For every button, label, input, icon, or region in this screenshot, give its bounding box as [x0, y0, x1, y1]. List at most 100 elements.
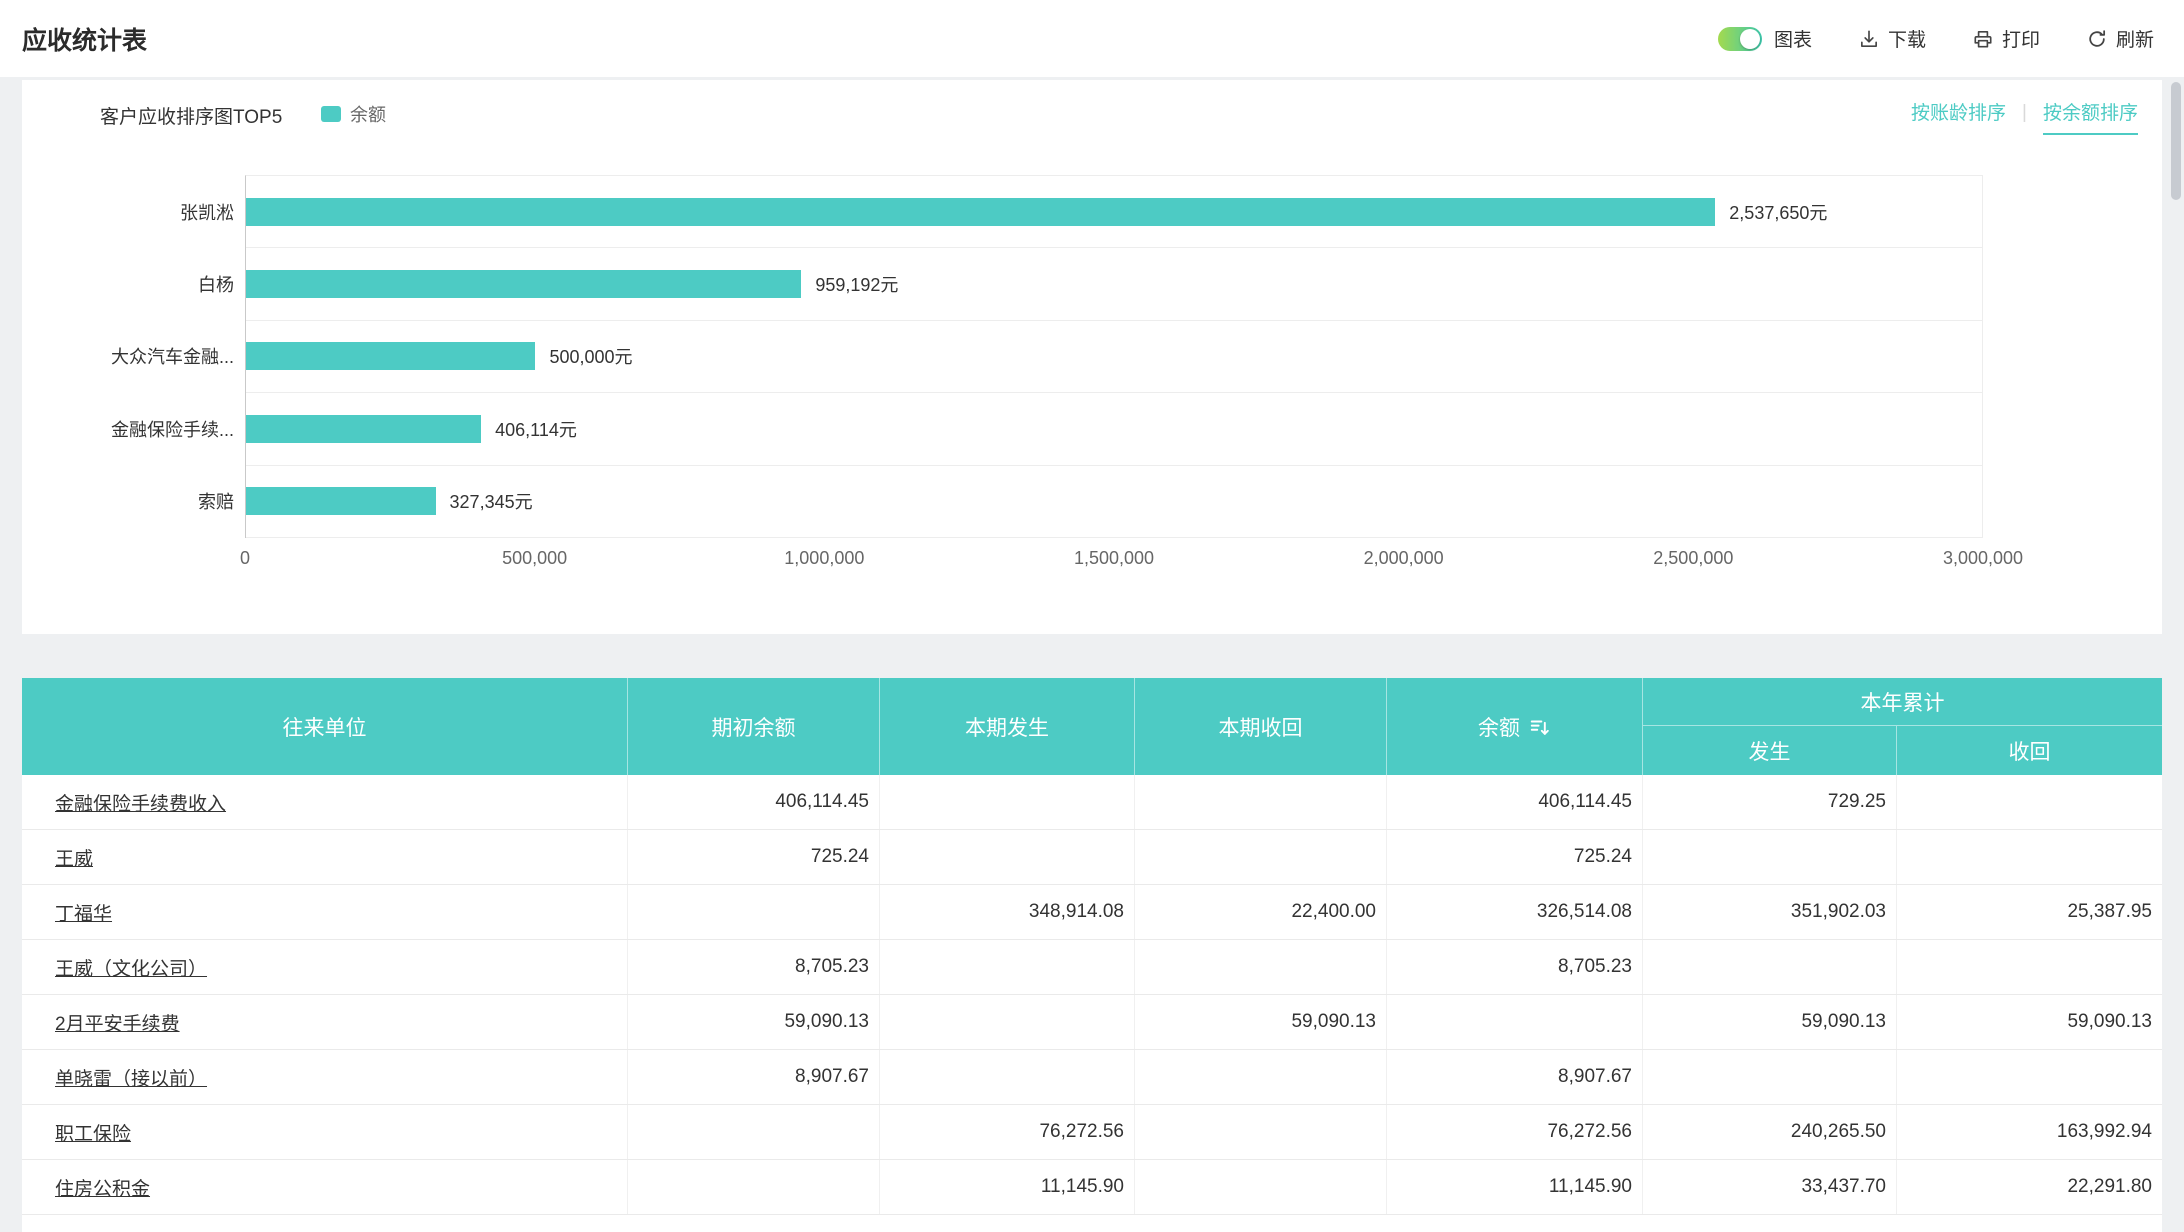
col-header-ytd: 本年累计 [1643, 678, 2162, 726]
col-header-counterparty: 往来单位 [22, 678, 628, 775]
col-header-balance[interactable]: 余额 [1387, 678, 1643, 775]
chart-legend[interactable]: 余额 [321, 101, 386, 127]
counterparty-cell: 王威 [22, 830, 628, 884]
cell-occurred [880, 1050, 1135, 1104]
toggle-knob [1739, 28, 1760, 49]
cell-balance [1387, 995, 1643, 1049]
counterparty-cell: 王威（文化公司） [22, 940, 628, 994]
counterparty-link[interactable]: 2月平安手续费 [55, 1013, 180, 1035]
chart-bar-value: 500,000元 [549, 347, 633, 368]
chart-bar[interactable] [246, 414, 482, 443]
sort-descending-icon[interactable] [1529, 716, 1551, 738]
cell-recovered [1135, 940, 1387, 994]
chart-category-label: 金融保险手续... [110, 419, 234, 440]
cell-ytd_recovered: 22,291.80 [2067, 1176, 2152, 1197]
table-row: 单晓雷（接以前） 8,907.67 8,907.67 [22, 1050, 2162, 1105]
cell-ytd_recovered [1897, 775, 2162, 829]
refresh-button[interactable]: 刷新 [2086, 25, 2154, 52]
chart-x-tick: 500,000 [502, 548, 568, 568]
download-button[interactable]: 下载 [1858, 25, 1926, 52]
cell-occurred [880, 995, 1135, 1049]
chart-bar[interactable] [246, 487, 436, 516]
printer-icon [1974, 30, 1992, 48]
print-button[interactable]: 打印 [1972, 25, 2040, 52]
table-header: 往来单位 期初余额 本期发生 本期收回 余额 本年累计 发生 收回 [22, 678, 2162, 775]
cell-ytd_occurred: 351,902.03 [1643, 885, 1897, 939]
chart-toggle-group[interactable]: 图表 [1717, 25, 1812, 52]
cell-occurred: 76,272.56 [880, 1105, 1135, 1159]
chart-bar[interactable] [246, 270, 802, 299]
chart-row: 张凯淞 2,537,650元 [180, 176, 1983, 249]
cell-opening: 725.24 [628, 830, 880, 884]
cell-balance: 11,145.90 [1387, 1160, 1643, 1214]
col-header-occurred: 本期发生 [880, 678, 1135, 775]
cell-occurred [880, 830, 1135, 884]
chart-category-label: 索赔 [198, 492, 234, 513]
chart-bar[interactable] [246, 342, 536, 371]
counterparty-cell: 职工保险 [22, 1105, 628, 1159]
chart-x-tick: 1,000,000 [784, 548, 865, 568]
cell-balance: 76,272.56 [1387, 1105, 1643, 1159]
cell-ytd_recovered [1897, 830, 2162, 884]
counterparty-link[interactable]: 住房公积金 [55, 1178, 151, 1200]
chart-bar-value: 327,345元 [449, 492, 533, 513]
cell-opening: 8,907.67 [628, 1050, 880, 1104]
refresh-label: 刷新 [2115, 30, 2154, 51]
counterparty-link[interactable]: 职工保险 [55, 1123, 132, 1145]
counterparty-link[interactable]: 王威 [55, 848, 94, 870]
cell-ytd_occurred: 729.25 [1643, 775, 1897, 829]
col-header-balance-label: 余额 [1478, 716, 1520, 740]
chart-x-tick: 2,000,000 [1363, 548, 1444, 568]
cell-recovered: 59,090.13 [1135, 995, 1387, 1049]
counterparty-link[interactable]: 王威（文化公司） [55, 958, 208, 980]
chart-x-tick: 2,500,000 [1653, 548, 1734, 568]
cell-recovered [1135, 830, 1387, 884]
chart-bar-value: 2,537,650元 [1729, 202, 1828, 223]
cell-ytd_occurred [1643, 1050, 1897, 1104]
receivables-table: 往来单位 期初余额 本期发生 本期收回 余额 本年累计 发生 收回 金融保险手续… [22, 678, 2162, 1232]
cell-ytd_occurred [1643, 940, 1897, 994]
cell-opening [628, 1105, 880, 1159]
col-group-ytd: 本年累计 发生 收回 [1643, 678, 2162, 775]
cell-occurred: 11,145.90 [880, 1160, 1135, 1214]
cell-ytd_recovered [1897, 940, 2162, 994]
cell-occurred: 348,914.08 [880, 885, 1135, 939]
cell-recovered: 22,400.00 [1135, 885, 1387, 939]
scrollbar[interactable] [2168, 77, 2184, 1232]
cell-balance: 326,514.08 [1387, 885, 1643, 939]
cell-ytd_recovered: 163,992.94 [2056, 1121, 2152, 1142]
cell-ytd_recovered: 59,090.13 [2067, 1011, 2152, 1032]
counterparty-cell: 2月平安手续费 [22, 995, 628, 1049]
counterparty-cell: 住房公积金 [22, 1160, 628, 1214]
table-row: 职工保险 76,272.56 76,272.56 240,265.50 163,992.… [22, 1105, 2162, 1160]
cell-opening: 406,114.45 [628, 775, 880, 829]
chart-panel: 客户应收排序图TOP5 余额 按账龄排序 | 按余额排序 张凯淞 2,537,65… [22, 80, 2162, 634]
chart-x-tick: 0 [239, 548, 251, 568]
chart-row: 大众汽车金融... 500,000元 [111, 321, 1983, 394]
chart-bar[interactable] [246, 197, 1716, 226]
counterparty-link[interactable]: 丁福华 [55, 903, 113, 925]
toolbar: 图表 下载 打印 刷新 [1717, 25, 2154, 52]
counterparty-cell: 金融保险手续费收入 [22, 775, 628, 829]
cell-balance: 725.24 [1387, 830, 1643, 884]
sort-by-aging-tab[interactable]: 按账龄排序 [1911, 103, 2007, 124]
chart-category-label: 大众汽车金融... [110, 347, 234, 368]
sort-by-balance-tab[interactable]: 按余额排序 [2042, 98, 2138, 135]
chart-toggle-switch[interactable] [1717, 26, 1762, 51]
cell-balance: 406,114.45 [1387, 775, 1643, 829]
col-header-ytd-recovered: 收回 [2008, 740, 2051, 764]
cell-ytd_recovered [1897, 1050, 2162, 1104]
scrollbar-thumb[interactable] [2171, 82, 2181, 200]
col-header-opening: 期初余额 [628, 678, 880, 775]
download-label: 下载 [1887, 30, 1926, 51]
counterparty-cell: 单晓雷（接以前） [22, 1050, 628, 1104]
sort-divider: | [2022, 101, 2027, 123]
chart-gridline-right [1982, 176, 1983, 538]
cell-occurred [880, 940, 1135, 994]
cell-recovered [1135, 1160, 1387, 1214]
counterparty-link[interactable]: 金融保险手续费收入 [55, 793, 227, 815]
chart-x-tick: 1,500,000 [1073, 548, 1155, 568]
counterparty-link[interactable]: 单晓雷（接以前） [55, 1068, 208, 1090]
table-row: 住房公积金 11,145.90 11,145.90 33,437.70 22,291.8… [22, 1160, 2162, 1215]
chart-category-label: 白杨 [198, 275, 234, 296]
